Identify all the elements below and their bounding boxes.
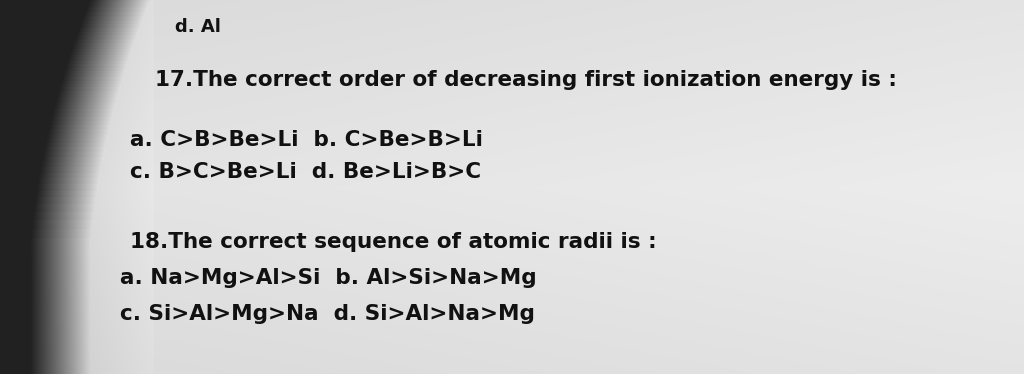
Text: c. Si>Al>Mg>Na  d. Si>Al>Na>Mg: c. Si>Al>Mg>Na d. Si>Al>Na>Mg	[120, 304, 535, 324]
Text: 18.The correct sequence of atomic radii is :: 18.The correct sequence of atomic radii …	[130, 232, 656, 252]
Text: d. Al: d. Al	[175, 18, 221, 36]
Text: a. Na>Mg>Al>Si  b. Al>Si>Na>Mg: a. Na>Mg>Al>Si b. Al>Si>Na>Mg	[120, 268, 537, 288]
Text: 17.The correct order of decreasing first ionization energy is :: 17.The correct order of decreasing first…	[155, 70, 897, 90]
Text: c. B>C>Be>Li  d. Be>Li>B>C: c. B>C>Be>Li d. Be>Li>B>C	[130, 162, 481, 182]
Text: a. C>B>Be>Li  b. C>Be>B>Li: a. C>B>Be>Li b. C>Be>B>Li	[130, 130, 483, 150]
